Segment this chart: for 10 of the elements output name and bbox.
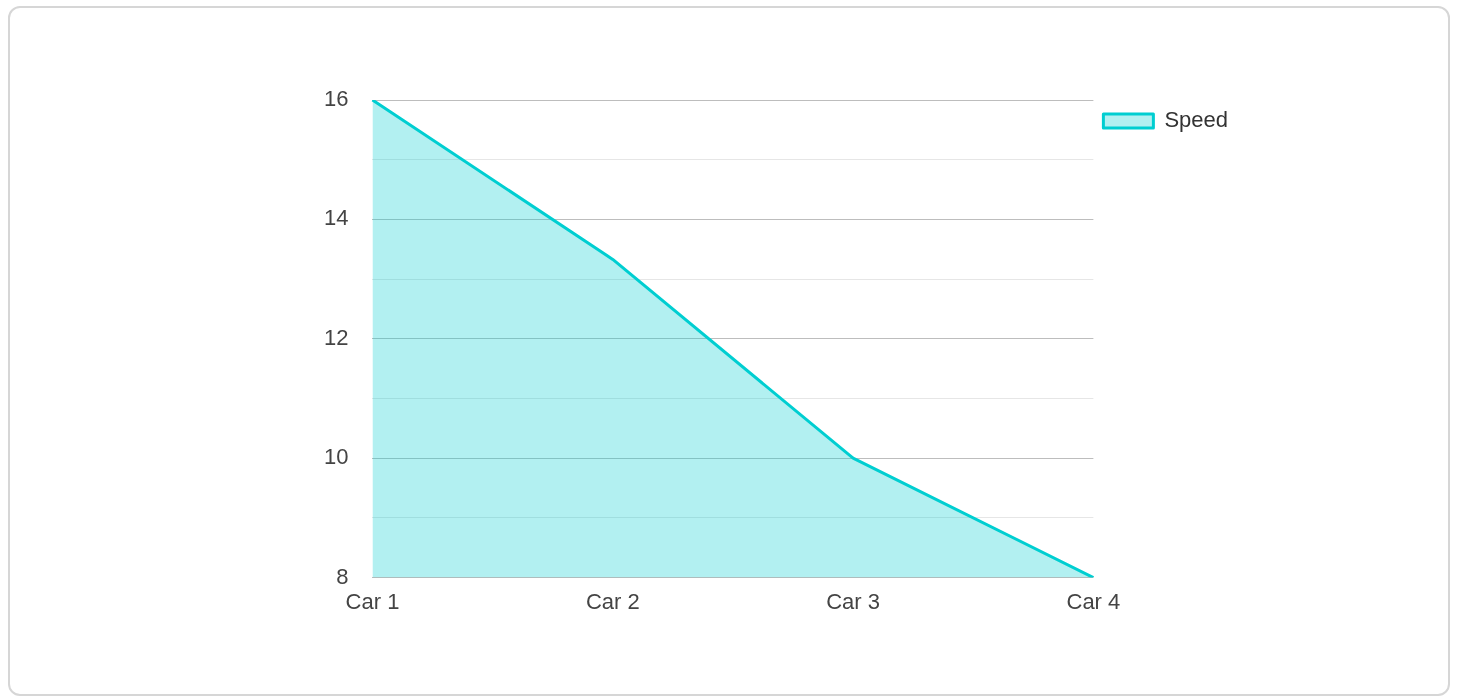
x-tick-label: Car 1 [345,588,400,614]
x-tick-label: Car 2 [585,588,640,614]
x-tick-label: Car 4 [1066,588,1121,614]
y-tick-label: 10 [323,444,349,470]
y-tick-label: 14 [323,205,349,231]
y-tick-label: 16 [323,86,349,112]
y-tick-label: 8 [336,563,349,589]
legend-label: Speed [1164,107,1229,133]
y-tick-label: 12 [323,324,349,350]
x-tick-label: Car 3 [826,588,880,614]
